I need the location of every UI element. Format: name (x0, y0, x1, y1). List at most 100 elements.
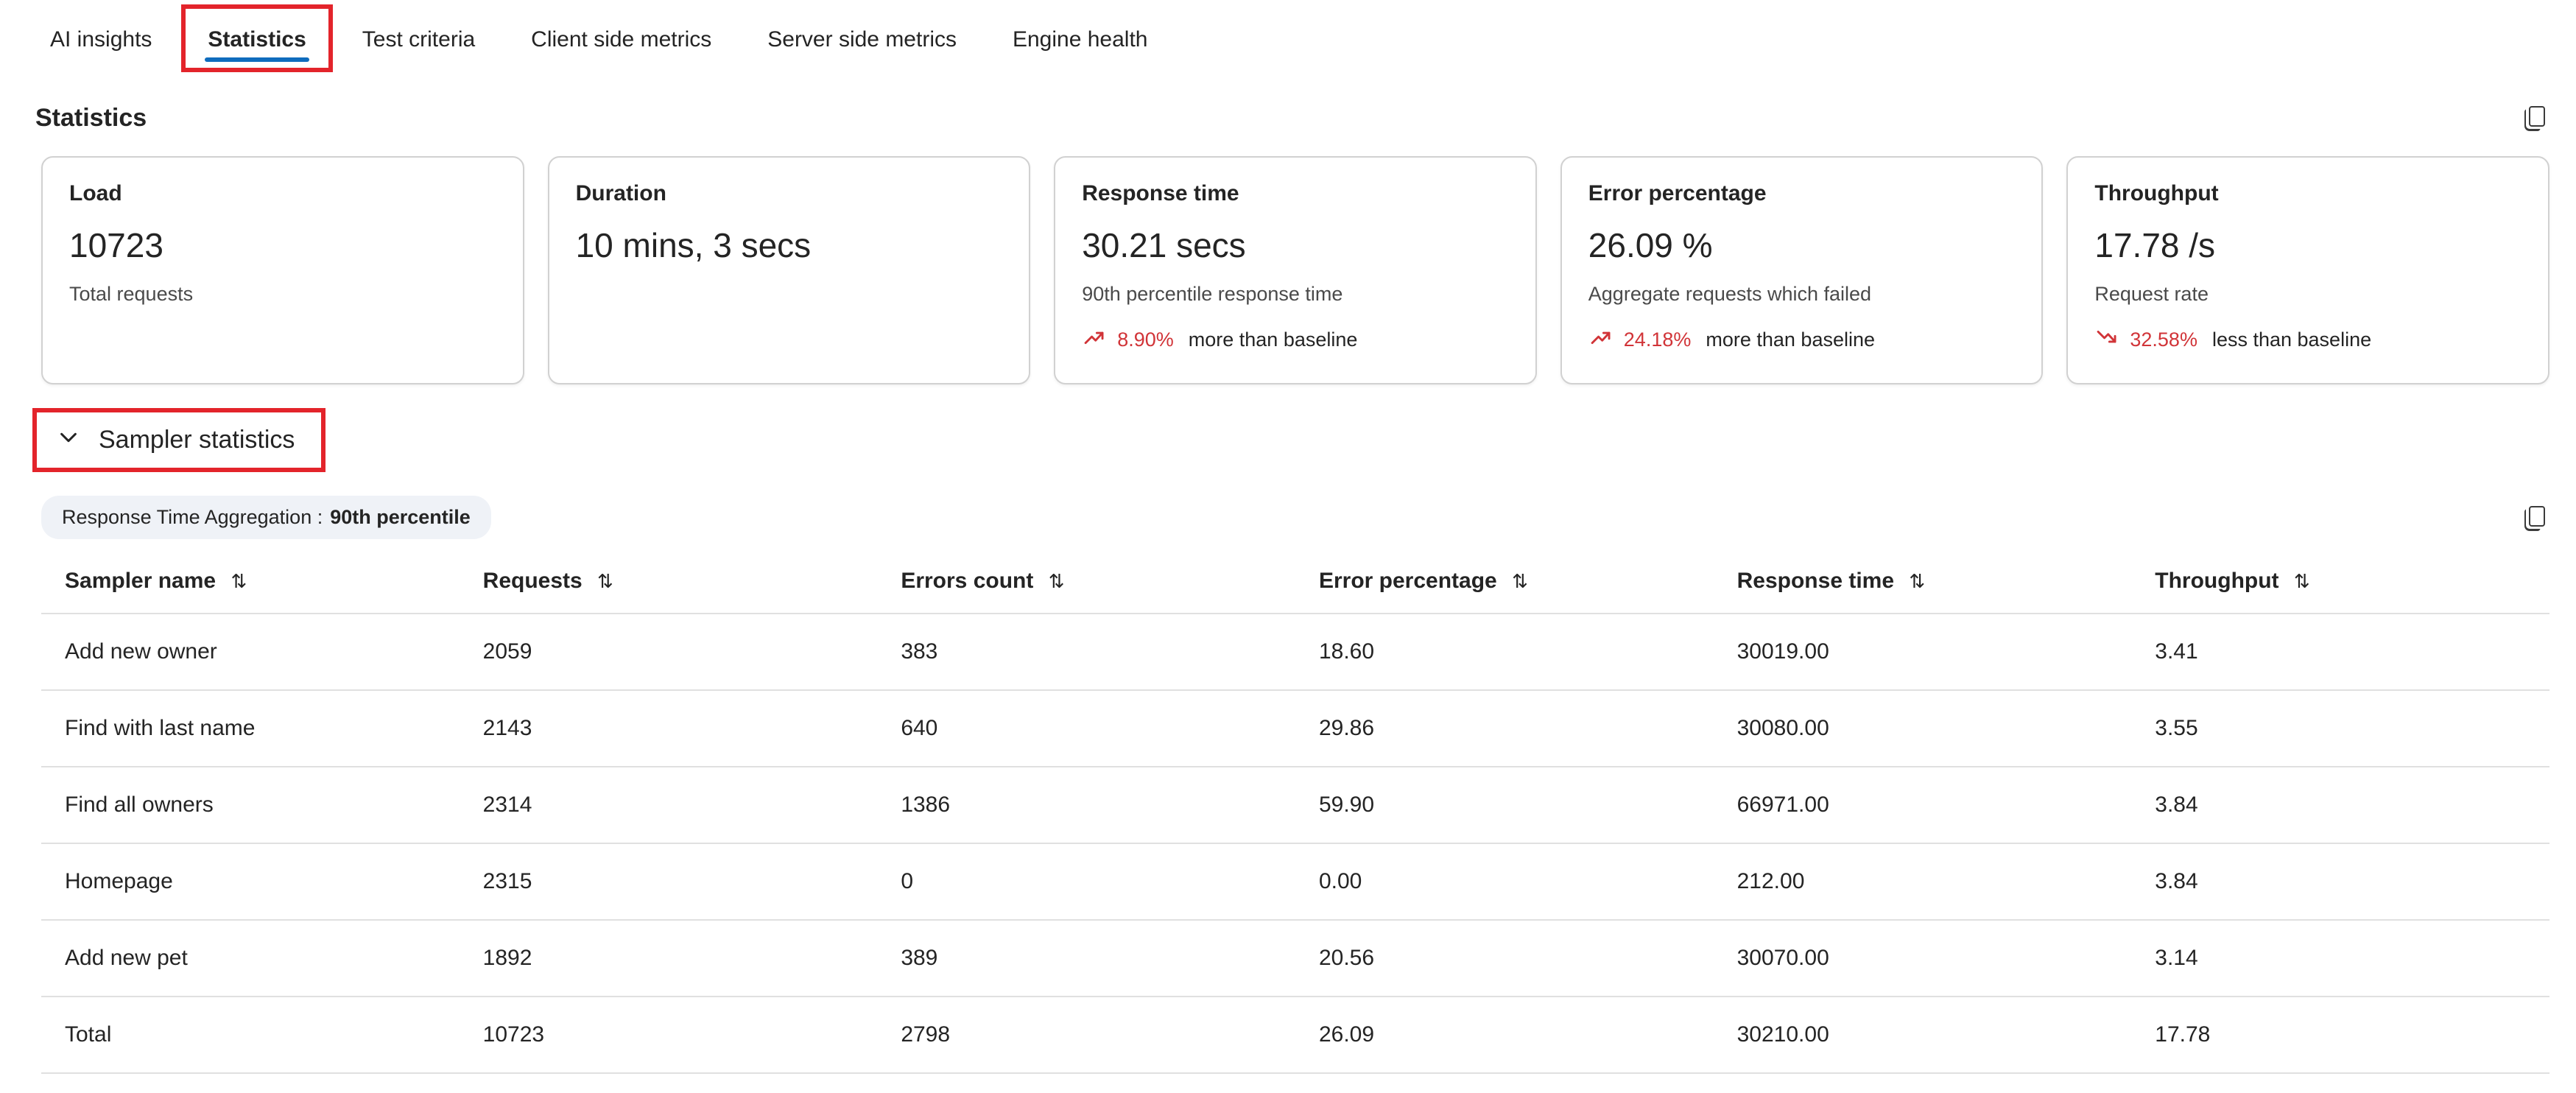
trend-row: 32.58% less than baseline (2094, 325, 2522, 355)
trend-row: 24.18% more than baseline (1588, 325, 2016, 355)
table-row: Total 10723 2798 26.09 30210.00 17.78 (41, 997, 2549, 1074)
table-cell: 383 (877, 614, 1295, 691)
card-value: 30.21 secs (1082, 226, 1246, 264)
table-cell: 29.86 (1295, 690, 1714, 767)
table-body: Add new owner 2059 383 18.60 30019.00 3.41 Fin… (41, 614, 2549, 1074)
table-cell: 389 (877, 920, 1295, 997)
column-label: Error percentage (1318, 569, 1497, 593)
card-title: Error percentage (1588, 181, 1767, 205)
column-header-error-percentage[interactable]: Error percentage ⇅ (1295, 551, 1714, 614)
tab-client-side-metrics[interactable]: Client side metrics (516, 0, 726, 80)
table-cell: 2314 (459, 767, 878, 844)
table-cell: 3.84 (2131, 843, 2549, 921)
trend-up-icon (1588, 325, 1613, 355)
card-value: 26.09 % (1588, 226, 1713, 264)
column-label: Errors count (901, 569, 1034, 593)
trend-percent: 32.58% (2130, 328, 2197, 351)
table-cell: 20.56 (1295, 920, 1714, 997)
table-cell: 30210.00 (1713, 997, 2132, 1074)
column-label: Throughput (2155, 569, 2279, 593)
trend-row: 8.90% more than baseline (1082, 325, 1509, 355)
chevron-down-icon (57, 426, 80, 454)
tab-label: Engine health (1012, 27, 1148, 52)
sampler-section: Sampler statistics (32, 408, 2576, 472)
column-header-errors-count[interactable]: Errors count ⇅ (877, 551, 1295, 614)
trend-up-icon (1082, 325, 1107, 355)
table-cell: 3.84 (2131, 767, 2549, 844)
table-cell: 30070.00 (1713, 920, 2132, 997)
table-cell: 17.78 (2131, 997, 2549, 1074)
table-cell: Add new owner (41, 614, 460, 691)
sort-icon: ⇅ (230, 570, 247, 592)
trend-percent: 24.18% (1623, 328, 1692, 351)
table-row: Find with last name 2143 640 29.86 30080.00 3… (41, 690, 2549, 767)
card-caption: Request rate (2094, 283, 2209, 305)
table-cell: 0 (877, 843, 1295, 921)
copy-icon (2520, 505, 2549, 537)
tab-test-criteria[interactable]: Test criteria (348, 0, 490, 80)
column-header-sampler-name[interactable]: Sampler name ⇅ (41, 551, 460, 614)
trend-down-icon (2094, 325, 2119, 355)
table-row: Find all owners 2314 1386 59.90 66971.00 3.84 (41, 767, 2549, 844)
card-load: Load 10723 Total requests (41, 156, 524, 384)
table-header-row: Sampler name ⇅ Requests ⇅ Errors count ⇅… (41, 551, 2549, 614)
card-response-time: Response time 30.21 secs 90th percentile… (1054, 156, 1537, 384)
card-duration: Duration 10 mins, 3 secs (547, 156, 1031, 384)
card-title: Throughput (2094, 181, 2219, 205)
table-cell: 2059 (459, 614, 878, 691)
trend-percent: 8.90% (1117, 328, 1174, 351)
table-cell: 1892 (459, 920, 878, 997)
sort-icon: ⇅ (597, 570, 613, 592)
table-cell: 30080.00 (1713, 690, 2132, 767)
copy-statistics-button[interactable] (2514, 97, 2555, 138)
card-error-percentage: Error percentage 26.09 % Aggregate reque… (1560, 156, 2044, 384)
table-cell: 10723 (459, 997, 878, 1074)
table-cell: Total (41, 997, 460, 1074)
aggregation-row: Response Time Aggregation : 90th percent… (41, 496, 2555, 539)
table-cell: 66971.00 (1713, 767, 2132, 844)
tab-label: Server side metrics (767, 27, 957, 52)
table-cell: 212.00 (1713, 843, 2132, 921)
card-title: Load (69, 181, 122, 205)
table-row: Homepage 2315 0 0.00 212.00 3.84 (41, 843, 2549, 921)
tab-label: Statistics (208, 27, 306, 52)
card-title: Response time (1082, 181, 1239, 205)
table-cell: 59.90 (1295, 767, 1714, 844)
sampler-statistics-toggle[interactable]: Sampler statistics (32, 408, 326, 472)
column-header-throughput[interactable]: Throughput ⇅ (2131, 551, 2549, 614)
sort-icon: ⇅ (2293, 570, 2310, 592)
column-header-response-time[interactable]: Response time ⇅ (1713, 551, 2132, 614)
sampler-statistics-title: Sampler statistics (99, 426, 295, 454)
column-label: Requests (482, 569, 583, 593)
trend-text: more than baseline (1188, 328, 1358, 351)
table-cell: 30019.00 (1713, 614, 2132, 691)
card-value: 10723 (69, 226, 163, 264)
table-cell: 640 (877, 690, 1295, 767)
copy-table-button[interactable] (2514, 497, 2555, 538)
tab-label: AI insights (50, 27, 152, 52)
tab-ai-insights[interactable]: AI insights (35, 0, 166, 80)
trend-text: more than baseline (1706, 328, 1876, 351)
tab-engine-health[interactable]: Engine health (998, 0, 1163, 80)
card-caption: Aggregate requests which failed (1588, 283, 1872, 305)
sort-icon: ⇅ (1048, 570, 1065, 592)
aggregation-value: 90th percentile (330, 506, 471, 528)
table-cell: 3.14 (2131, 920, 2549, 997)
table-cell: 18.60 (1295, 614, 1714, 691)
table-cell: 2143 (459, 690, 878, 767)
tab-statistics[interactable]: Statistics (181, 0, 333, 80)
page-title: Statistics (35, 103, 147, 132)
table-cell: 1386 (877, 767, 1295, 844)
trend-text: less than baseline (2211, 328, 2372, 351)
table-cell: Homepage (41, 843, 460, 921)
table-cell: 3.55 (2131, 690, 2549, 767)
table-cell: 3.41 (2131, 614, 2549, 691)
tab-server-side-metrics[interactable]: Server side metrics (753, 0, 971, 80)
column-header-requests[interactable]: Requests ⇅ (459, 551, 878, 614)
sort-icon: ⇅ (1909, 570, 1926, 592)
copy-icon (2520, 106, 2549, 137)
card-throughput: Throughput 17.78 /s Request rate 32.58% … (2066, 156, 2549, 384)
tab-label: Client side metrics (531, 27, 712, 52)
table-row: Add new owner 2059 383 18.60 30019.00 3.41 (41, 614, 2549, 691)
response-time-aggregation-pill: Response Time Aggregation : 90th percent… (41, 496, 491, 539)
